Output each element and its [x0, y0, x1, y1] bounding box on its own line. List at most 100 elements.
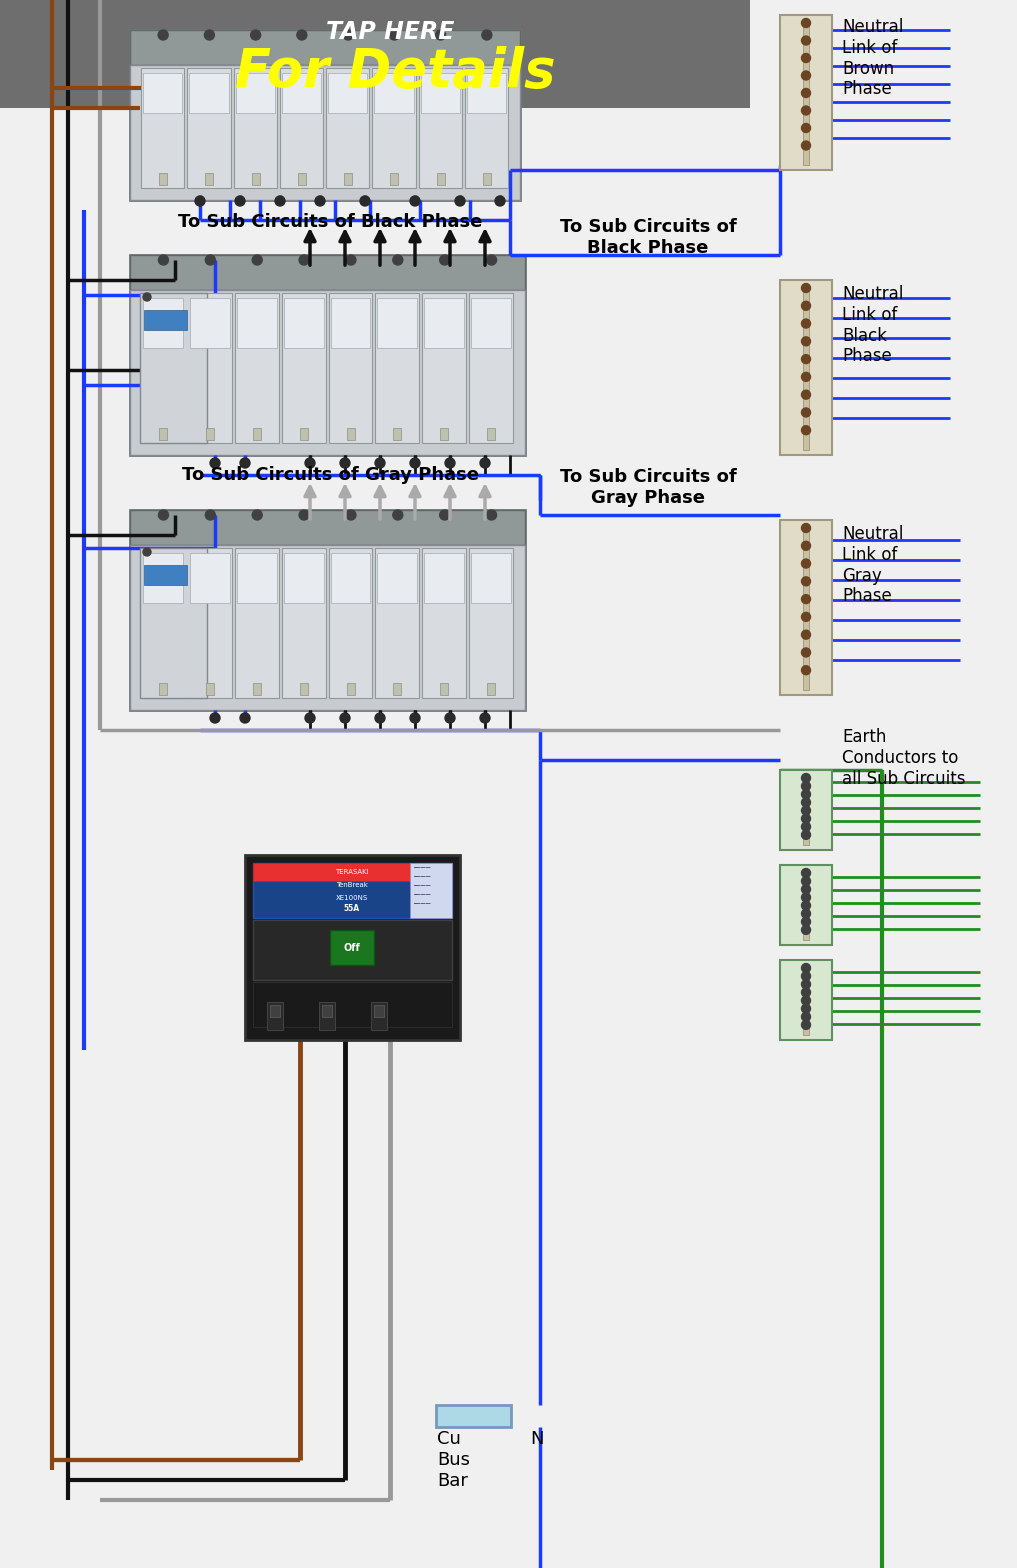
Bar — [237, 554, 277, 604]
Bar — [144, 310, 187, 329]
Bar — [422, 293, 466, 444]
Bar — [251, 172, 259, 185]
Text: 55A: 55A — [344, 903, 360, 913]
Text: Neutral
Link of
Black
Phase: Neutral Link of Black Phase — [842, 285, 903, 365]
Bar — [130, 256, 525, 455]
Bar — [780, 960, 832, 1040]
Bar — [374, 1005, 384, 1018]
Text: Earth
Conductors to
all Sub Circuits: Earth Conductors to all Sub Circuits — [842, 728, 965, 787]
Circle shape — [480, 713, 490, 723]
Circle shape — [346, 510, 356, 521]
Circle shape — [801, 972, 811, 980]
Bar — [253, 684, 260, 695]
Bar — [330, 930, 374, 964]
Bar — [319, 1002, 335, 1030]
Circle shape — [801, 814, 811, 823]
Circle shape — [801, 988, 811, 997]
Bar — [282, 293, 325, 444]
Circle shape — [250, 30, 260, 41]
Circle shape — [801, 577, 811, 586]
Circle shape — [801, 798, 811, 808]
Bar — [467, 74, 506, 113]
Circle shape — [455, 196, 465, 205]
Bar — [377, 298, 417, 348]
Bar — [270, 1005, 280, 1018]
Bar — [236, 74, 275, 113]
Bar — [130, 30, 520, 201]
Circle shape — [299, 510, 309, 521]
Text: ━━━━━━━: ━━━━━━━ — [413, 875, 430, 880]
Circle shape — [801, 613, 811, 621]
Circle shape — [240, 458, 250, 467]
Circle shape — [801, 773, 811, 782]
Bar — [130, 290, 525, 455]
Bar — [235, 547, 279, 698]
Circle shape — [393, 256, 403, 265]
Circle shape — [801, 630, 811, 640]
Bar — [347, 684, 355, 695]
Bar — [780, 770, 832, 850]
Circle shape — [480, 458, 490, 467]
Circle shape — [159, 510, 169, 521]
Circle shape — [801, 980, 811, 989]
Text: Neutral
Link of
Gray
Phase: Neutral Link of Gray Phase — [842, 525, 903, 605]
Circle shape — [439, 510, 450, 521]
Text: ━━━━━━━: ━━━━━━━ — [413, 894, 430, 897]
Circle shape — [240, 713, 250, 723]
Bar — [284, 298, 323, 348]
Bar — [440, 428, 448, 441]
Circle shape — [445, 458, 455, 467]
Circle shape — [495, 196, 505, 205]
Circle shape — [801, 806, 811, 815]
Bar — [803, 964, 809, 1035]
Circle shape — [410, 458, 420, 467]
Circle shape — [801, 869, 811, 878]
Circle shape — [305, 713, 315, 723]
Text: To Sub Circuits of
Gray Phase: To Sub Circuits of Gray Phase — [559, 467, 736, 506]
Bar — [780, 16, 832, 169]
Text: TAP HERE: TAP HERE — [325, 20, 455, 44]
Circle shape — [801, 1004, 811, 1013]
Circle shape — [252, 256, 262, 265]
Circle shape — [801, 19, 811, 28]
Bar — [300, 428, 307, 441]
Bar — [189, 74, 229, 113]
Circle shape — [390, 30, 400, 41]
Bar — [159, 428, 167, 441]
Circle shape — [340, 458, 350, 467]
Circle shape — [801, 892, 811, 902]
Bar — [344, 172, 352, 185]
Bar — [375, 293, 419, 444]
Bar — [803, 285, 809, 450]
Circle shape — [801, 648, 811, 657]
Circle shape — [801, 408, 811, 417]
Circle shape — [205, 256, 216, 265]
Circle shape — [801, 831, 811, 839]
Bar — [436, 1405, 511, 1427]
Bar — [144, 564, 187, 585]
Circle shape — [801, 877, 811, 886]
Bar — [394, 428, 402, 441]
Text: Off: Off — [344, 942, 360, 953]
Circle shape — [393, 510, 403, 521]
Circle shape — [486, 256, 496, 265]
Bar — [234, 67, 277, 188]
Circle shape — [801, 124, 811, 133]
Bar — [487, 428, 495, 441]
Circle shape — [235, 196, 245, 205]
Bar — [140, 547, 207, 698]
Bar — [267, 1002, 283, 1030]
Bar — [803, 870, 809, 939]
Circle shape — [297, 30, 307, 41]
Bar — [436, 172, 444, 185]
Bar — [205, 428, 214, 441]
Bar — [394, 684, 402, 695]
Bar — [803, 20, 809, 165]
Circle shape — [275, 196, 285, 205]
Circle shape — [205, 510, 216, 521]
Circle shape — [801, 1021, 811, 1029]
Bar — [440, 684, 448, 695]
Circle shape — [143, 293, 151, 301]
Bar — [0, 0, 750, 108]
Bar — [253, 920, 452, 980]
